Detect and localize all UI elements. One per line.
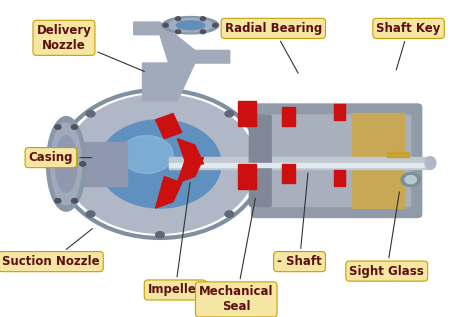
Circle shape [121,136,173,173]
Polygon shape [155,177,182,208]
Bar [238,101,256,126]
Circle shape [201,17,206,21]
Polygon shape [155,113,182,139]
Ellipse shape [55,136,77,192]
FancyBboxPatch shape [263,115,411,206]
Circle shape [201,30,206,34]
Ellipse shape [176,21,205,29]
Ellipse shape [162,16,219,34]
Ellipse shape [249,126,271,195]
Ellipse shape [46,117,86,211]
Circle shape [401,173,420,187]
Bar [238,164,256,189]
Circle shape [72,198,77,203]
Polygon shape [177,158,203,183]
Text: Impeller: Impeller [148,182,202,296]
Circle shape [175,17,181,21]
Circle shape [213,23,218,27]
Circle shape [225,111,234,117]
Text: Radial Bearing: Radial Bearing [225,22,322,73]
Circle shape [155,90,164,96]
Polygon shape [177,139,203,164]
Circle shape [163,23,168,27]
Circle shape [254,161,263,167]
Circle shape [64,94,256,233]
Ellipse shape [169,19,212,32]
Text: Suction Nozzle: Suction Nozzle [2,229,100,268]
Circle shape [46,162,53,166]
Circle shape [405,176,417,184]
FancyBboxPatch shape [249,115,271,206]
Text: Mechanical
Seal: Mechanical Seal [199,198,273,314]
Circle shape [225,211,234,217]
Text: Sight Glass: Sight Glass [349,192,424,278]
Polygon shape [134,22,230,101]
Bar [352,113,404,208]
Bar [387,152,409,157]
Bar [335,104,346,120]
Ellipse shape [425,157,436,169]
Text: - Shaft: - Shaft [277,173,322,268]
Bar [335,170,346,186]
Bar [66,142,127,186]
Circle shape [72,125,77,129]
Circle shape [99,120,221,208]
Circle shape [57,161,66,167]
Circle shape [55,125,61,129]
Ellipse shape [51,123,82,205]
Circle shape [175,30,181,34]
Text: Delivery
Nozzle: Delivery Nozzle [36,24,144,71]
Circle shape [86,111,95,117]
FancyBboxPatch shape [252,104,422,217]
Circle shape [80,162,86,166]
Text: Casing: Casing [28,151,92,164]
Bar [282,164,295,183]
Circle shape [86,211,95,217]
Circle shape [155,232,164,238]
Bar [169,163,430,167]
Circle shape [55,198,61,203]
Bar [169,157,430,169]
Bar [352,113,404,208]
Text: Shaft Key: Shaft Key [376,22,441,70]
Bar [282,107,295,126]
